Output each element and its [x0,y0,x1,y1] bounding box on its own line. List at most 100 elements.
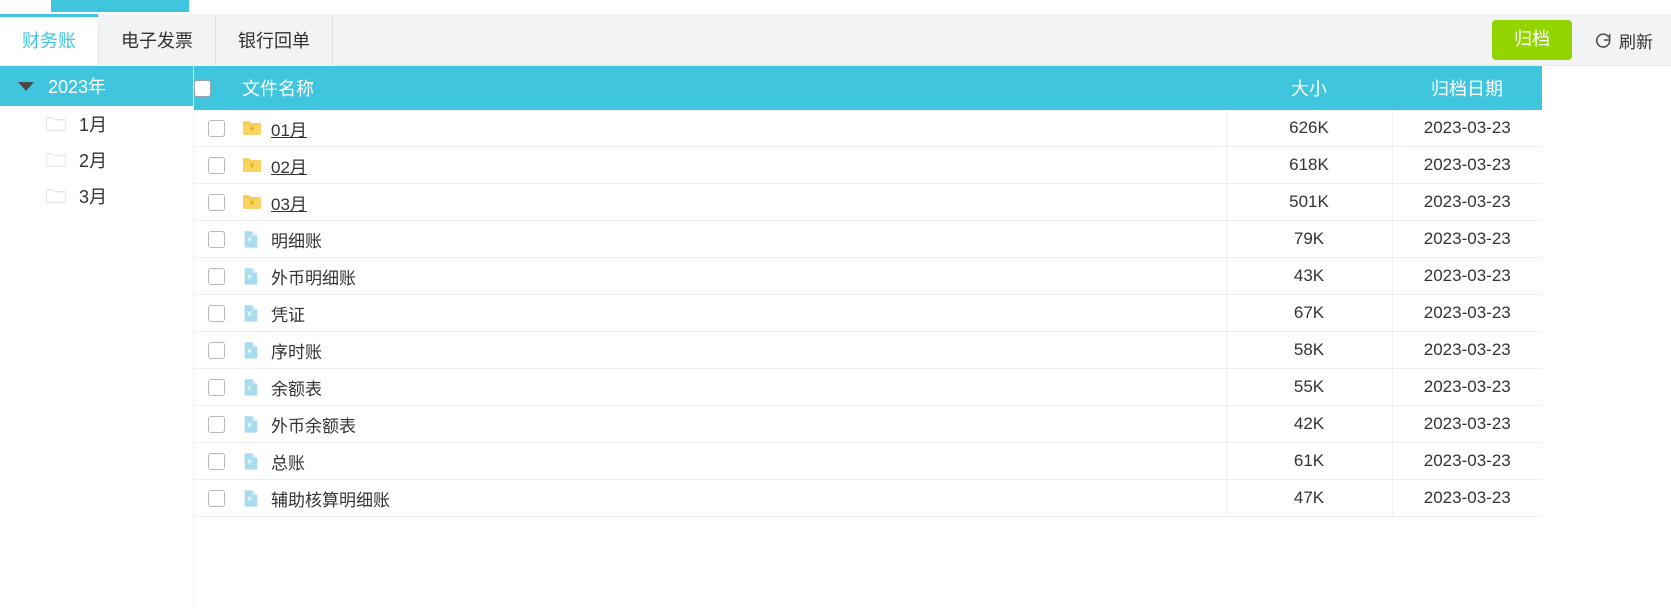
header-select-all-cell [194,66,238,110]
svg-text:¥: ¥ [247,310,252,319]
svg-text:¥: ¥ [247,347,252,356]
svg-text:¥: ¥ [247,273,252,282]
file-size-cell: 42K [1225,405,1392,443]
tab-e-invoice[interactable]: 电子发票 [99,14,216,66]
file-size-cell: 47K [1225,479,1392,517]
table-row[interactable]: ¥ 总账 61K 2023-03-23 [194,442,1542,480]
row-checkbox[interactable] [207,305,225,323]
file-yen-icon: ¥ [242,341,262,359]
file-name-wrapper: ¥ 序时账 [238,338,1226,363]
tab-bar: 财务账 电子发票 银行回单 归档 刷新 [0,14,1671,66]
tab-list: 财务账 电子发票 银行回单 [0,14,333,66]
row-checkbox[interactable] [207,453,225,471]
file-name-cell: ¥ 外币明细账 [238,257,1226,295]
file-name-wrapper: ¥ 外币明细账 [238,264,1226,289]
row-checkbox[interactable] [207,157,225,175]
file-name-cell: ¥ 总账 [238,442,1226,480]
table-row[interactable]: ¥ 序时账 58K 2023-03-23 [194,331,1542,369]
file-size-cell: 61K [1225,442,1392,480]
file-name-label: 外币余额表 [271,416,356,436]
row-checkbox[interactable] [207,342,225,360]
table-row[interactable]: ¥ 余额表 55K 2023-03-23 [194,368,1542,406]
row-checkbox[interactable] [207,379,225,397]
file-name-cell: ¥ 外币余额表 [238,405,1226,443]
file-name-wrapper: ¥ 明细账 [238,227,1226,252]
row-select-cell [194,442,238,480]
refresh-button[interactable]: 刷新 [1594,28,1653,53]
tab-label: 电子发票 [121,31,193,51]
tree-children: 1月 2月 3月 [0,106,193,214]
tree-node-month[interactable]: 1月 [0,106,193,142]
file-yen-icon: ¥ [242,415,262,433]
body-area: 2023年 1月 2月 3月 文件名称 大小 归档日期 ¥01月 626K 2023- [0,66,1671,608]
file-name-label: 序时账 [271,342,322,362]
refresh-label: 刷新 [1619,32,1653,52]
table-row[interactable]: ¥ 外币余额表 42K 2023-03-23 [194,405,1542,443]
row-checkbox[interactable] [207,490,225,508]
archive-date-cell: 2023-03-23 [1391,294,1542,332]
svg-text:¥: ¥ [247,384,252,393]
row-select-cell [194,146,238,184]
file-yen-icon: ¥ [242,489,262,507]
file-name-link[interactable]: 03月 [271,194,307,214]
archive-date-cell: 2023-03-23 [1391,442,1542,480]
archive-date-cell: 2023-03-23 [1391,368,1542,406]
header-size[interactable]: 大小 [1226,66,1392,110]
table-row[interactable]: ¥ 凭证 67K 2023-03-23 [194,294,1542,332]
archive-button[interactable]: 归档 [1492,20,1572,60]
row-checkbox[interactable] [207,194,225,212]
table-row[interactable]: ¥03月 501K 2023-03-23 [194,183,1542,221]
row-checkbox[interactable] [207,416,225,434]
row-select-cell [194,405,238,443]
caret-down-icon[interactable] [18,81,34,91]
table-row[interactable]: ¥01月 626K 2023-03-23 [194,110,1542,147]
row-select-cell [194,183,238,221]
file-yen-icon: ¥ [242,378,262,396]
file-name-cell: ¥ 凭证 [238,294,1226,332]
table-row[interactable]: ¥ 辅助核算明细账 47K 2023-03-23 [194,479,1542,517]
tab-bank-receipt[interactable]: 银行回单 [216,14,333,66]
file-name-link[interactable]: 02月 [271,157,307,177]
select-all-checkbox[interactable] [194,80,211,98]
file-table: 文件名称 大小 归档日期 ¥01月 626K 2023-03-23 ¥02月 618K 2… [194,66,1542,517]
row-checkbox[interactable] [207,268,225,286]
row-select-cell [194,294,238,332]
row-checkbox[interactable] [207,231,225,249]
tree-node-month[interactable]: 3月 [0,178,193,214]
row-select-cell [194,257,238,295]
file-size-cell: 79K [1225,220,1392,258]
svg-text:¥: ¥ [249,198,254,207]
file-table-body: ¥01月 626K 2023-03-23 ¥02月 618K 2023-03-23 ¥03月… [194,110,1542,517]
table-row[interactable]: ¥ 明细账 79K 2023-03-23 [194,220,1542,258]
table-row[interactable]: ¥ 外币明细账 43K 2023-03-23 [194,257,1542,295]
refresh-icon [1594,31,1612,49]
file-yen-icon: ¥ [242,267,262,285]
archive-date-cell: 2023-03-23 [1391,183,1542,221]
tab-financial-accounts[interactable]: 财务账 [0,14,99,66]
tree-node-month[interactable]: 2月 [0,142,193,178]
partial-tab-chip[interactable] [51,0,189,12]
tree-node-2023[interactable]: 2023年 [0,66,193,106]
row-checkbox[interactable] [207,120,225,138]
table-row[interactable]: ¥02月 618K 2023-03-23 [194,146,1542,184]
svg-text:¥: ¥ [247,458,252,467]
archive-date-cell: 2023-03-23 [1391,405,1542,443]
file-name-link[interactable]: 01月 [271,120,307,140]
file-name-wrapper: ¥02月 [238,153,1226,178]
folder-yen-icon: ¥ [242,119,262,137]
file-yen-icon: ¥ [242,304,262,322]
file-size-cell: 67K [1225,294,1392,332]
header-date[interactable]: 归档日期 [1392,66,1542,110]
tab-label: 银行回单 [238,31,310,51]
file-name-label: 凭证 [271,305,305,325]
svg-text:¥: ¥ [247,495,252,504]
file-name-label: 外币明细账 [271,268,356,288]
row-select-cell [194,110,238,147]
row-select-cell [194,220,238,258]
header-name[interactable]: 文件名称 [238,66,1226,110]
tab-label: 财务账 [22,31,76,51]
tree-node-month-label: 2月 [79,151,108,171]
sidebar-tree: 2023年 1月 2月 3月 [0,66,194,608]
file-name-cell: ¥ 序时账 [238,331,1226,369]
